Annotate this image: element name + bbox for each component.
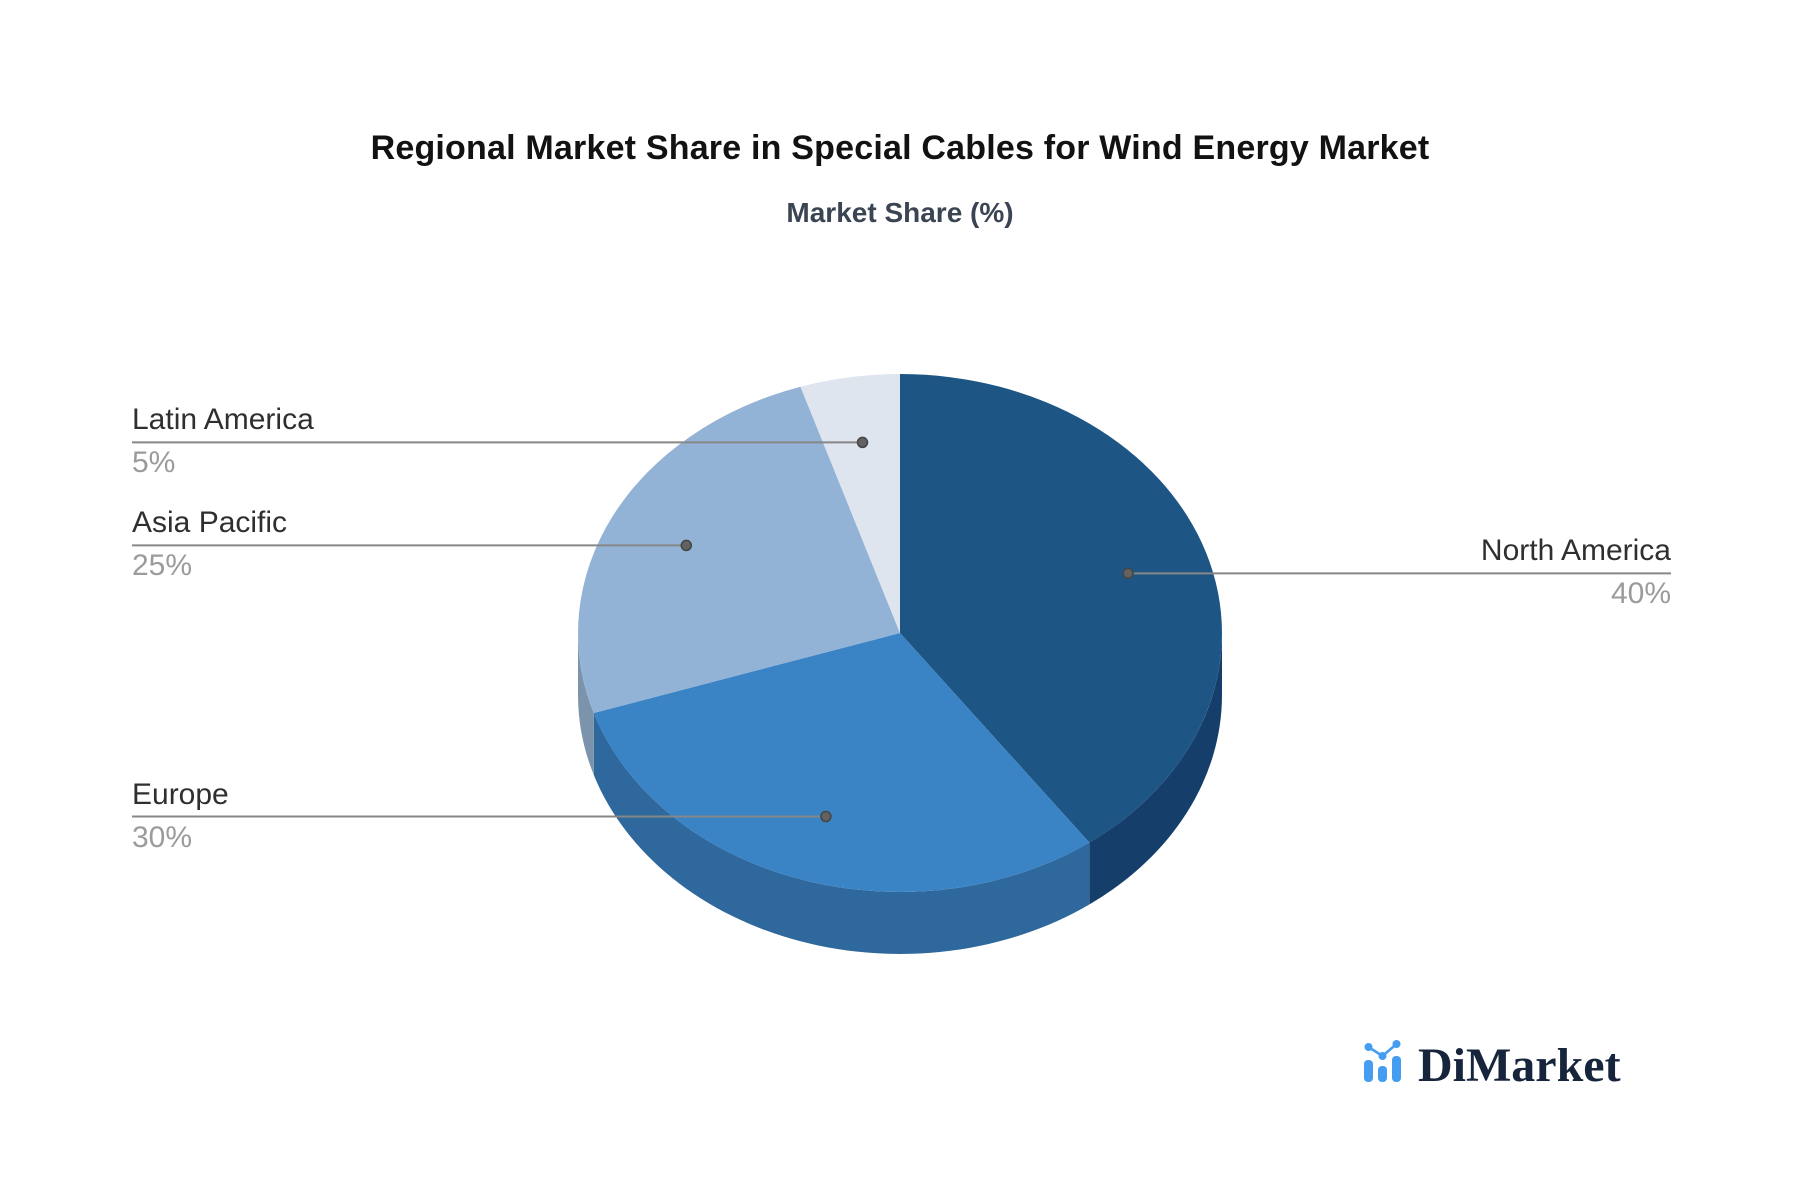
- leader-dot-north-america: [1122, 567, 1134, 580]
- logo-bar-line-chart-icon: [1364, 1040, 1401, 1082]
- logo-text: DiMarket: [1418, 1039, 1621, 1092]
- slice-label-value-europe: 30%: [132, 820, 193, 854]
- chart-title: Regional Market Share in Special Cables …: [370, 129, 1430, 167]
- leader-dot-latin-america: [856, 436, 869, 449]
- slice-label-name-europe: Europe: [132, 777, 229, 811]
- pie-slice-side-europe: [593, 713, 1090, 954]
- pie-slice-asia-pacific[interactable]: [578, 386, 900, 713]
- leader-dot-asia-pacific: [680, 539, 693, 552]
- pie-slice-europe[interactable]: [593, 633, 1090, 892]
- pie-slice-latin-america[interactable]: [800, 374, 901, 633]
- pie-slice-north-america[interactable]: [900, 374, 1222, 843]
- chart-subtitle: Market Share (%): [786, 197, 1014, 228]
- slice-label-name-north-america: North America: [1480, 534, 1671, 568]
- pie-slice-side-north-america: [1089, 633, 1222, 905]
- pie-slice-side-asia-pacific: [578, 633, 594, 775]
- slice-label-value-latin-america: 5%: [132, 446, 176, 480]
- slice-label-value-asia-pacific: 25%: [132, 549, 193, 583]
- leader-dot-europe: [820, 810, 832, 823]
- slice-label-name-latin-america: Latin America: [132, 403, 314, 437]
- slice-label-name-asia-pacific: Asia Pacific: [132, 506, 288, 540]
- slice-label-value-north-america: 40%: [1610, 577, 1671, 611]
